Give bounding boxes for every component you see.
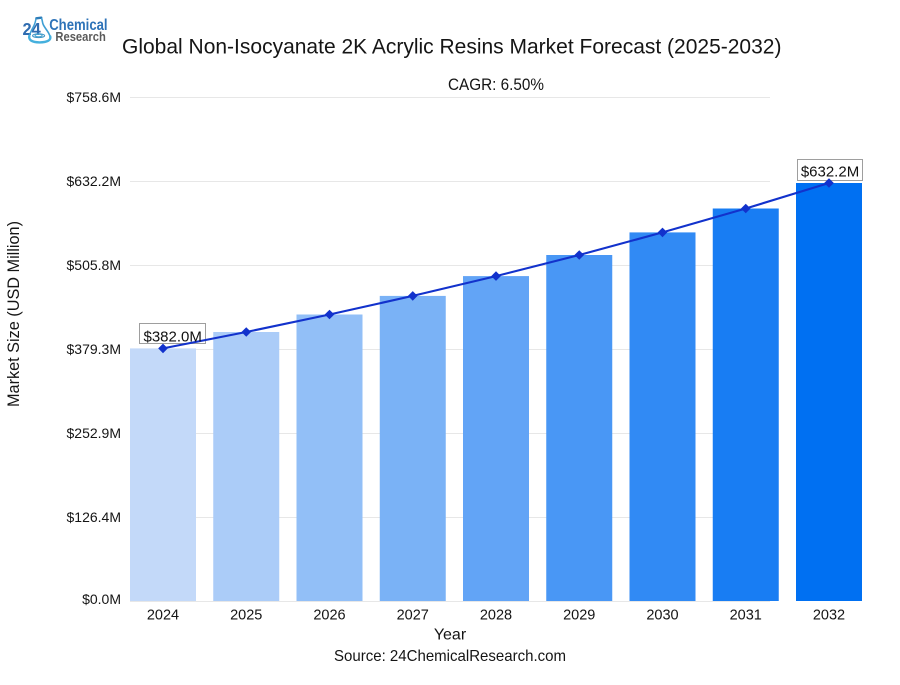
svg-text:2032: 2032 <box>813 608 845 624</box>
svg-text:$379.3M: $379.3M <box>67 341 121 357</box>
svg-text:$632.2M: $632.2M <box>67 173 121 189</box>
svg-text:$632.2M: $632.2M <box>801 164 859 181</box>
svg-text:Research: Research <box>55 30 105 44</box>
svg-text:2028: 2028 <box>480 608 512 624</box>
svg-text:$252.9M: $252.9M <box>67 425 121 441</box>
svg-text:2029: 2029 <box>563 608 595 624</box>
svg-text:2025: 2025 <box>230 608 262 624</box>
svg-text:2026: 2026 <box>313 608 345 624</box>
svg-text:Source: 24ChemicalResearch.com: Source: 24ChemicalResearch.com <box>334 648 566 665</box>
svg-text:$505.8M: $505.8M <box>67 257 121 273</box>
svg-text:Global Non-Isocyanate 2K Acryl: Global Non-Isocyanate 2K Acrylic Resins … <box>122 36 781 59</box>
svg-text:$382.0M: $382.0M <box>144 328 202 345</box>
svg-text:2031: 2031 <box>730 608 762 624</box>
svg-text:Chemical: Chemical <box>49 17 107 34</box>
svg-text:$0.0M: $0.0M <box>82 591 121 607</box>
svg-text:$758.6M: $758.6M <box>67 89 121 105</box>
svg-text:CAGR: 6.50%: CAGR: 6.50% <box>448 76 544 94</box>
svg-text:2024: 2024 <box>147 608 179 624</box>
svg-text:2027: 2027 <box>397 608 429 624</box>
svg-text:$126.4M: $126.4M <box>67 509 121 525</box>
svg-text:2030: 2030 <box>646 608 678 624</box>
svg-text:Year: Year <box>434 627 467 644</box>
svg-text:Market Size (USD Million): Market Size (USD Million) <box>5 221 23 407</box>
